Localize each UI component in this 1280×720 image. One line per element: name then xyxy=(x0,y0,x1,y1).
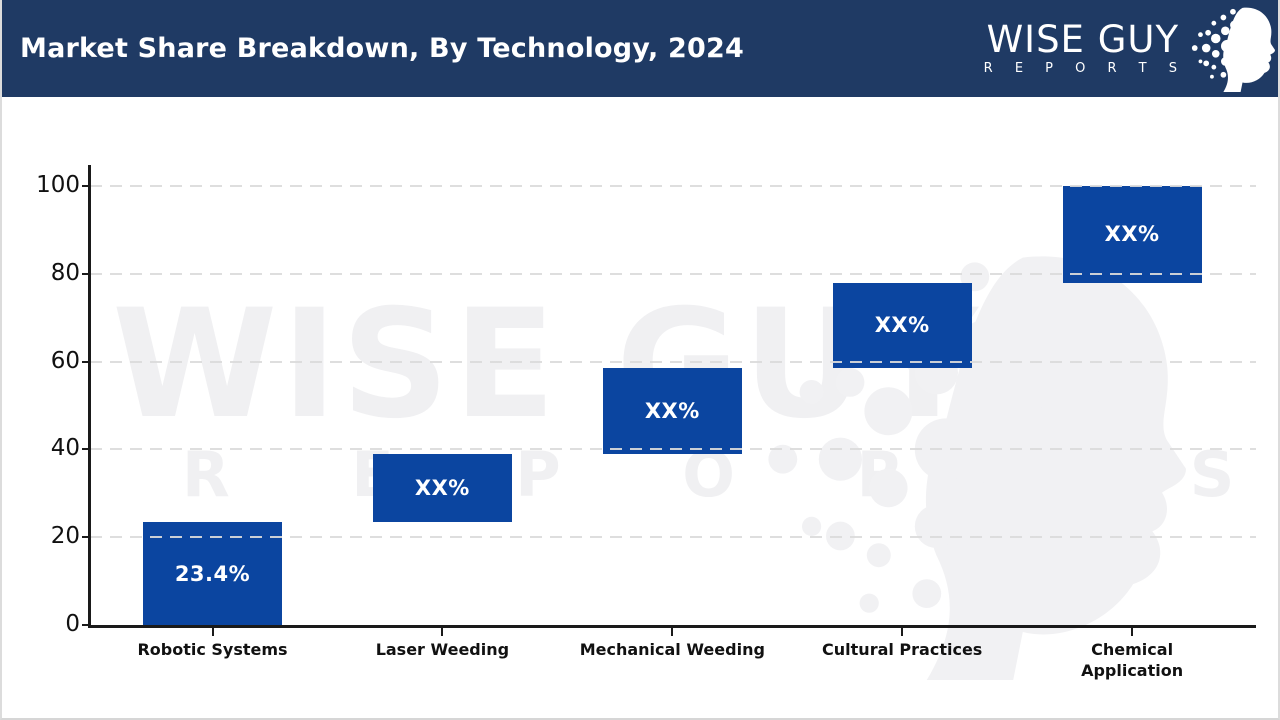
y-axis-tick-mark xyxy=(82,448,90,451)
bar-laser-weeding: XX% xyxy=(372,453,512,523)
x-axis-category-label: Robotic Systems xyxy=(137,640,288,659)
gridline-80 xyxy=(90,272,1256,275)
x-axis-tick-mark xyxy=(211,628,214,636)
header: Market Share Breakdown, By Technology, 2… xyxy=(2,0,1278,97)
wiseguy-logo-text: WISE GUY R E P O R T S xyxy=(980,18,1186,76)
bar-chemical-application: XX% xyxy=(1062,186,1202,283)
logo-subtitle: R E P O R T S xyxy=(983,60,1186,76)
y-axis-tick-label: 60 xyxy=(50,347,80,374)
y-axis-tick-label: 40 xyxy=(50,435,80,462)
y-axis-tick-mark xyxy=(82,360,90,363)
y-axis-tick-mark xyxy=(82,185,90,187)
y-axis-tick-mark xyxy=(82,536,90,539)
gridline-40 xyxy=(90,448,1256,451)
y-axis-tick-label: 80 xyxy=(50,259,80,286)
x-axis-category-label: Cultural Practices xyxy=(822,640,983,659)
bar-value-label: XX% xyxy=(414,476,470,501)
bar-mechanical-weeding: XX% xyxy=(602,368,742,454)
gridline-100 xyxy=(90,185,1256,187)
wiseguy-logo: WISE GUY R E P O R T S xyxy=(980,0,1276,97)
x-axis-line xyxy=(88,625,1256,628)
bar-robotic-systems: 23.4% xyxy=(143,522,282,625)
bar-value-label: XX% xyxy=(874,313,930,338)
gridline-20 xyxy=(90,536,1256,539)
x-axis-tick-mark xyxy=(441,628,444,636)
x-axis-tick-mark xyxy=(671,628,674,636)
y-axis-tick-mark xyxy=(82,272,90,275)
bar-cultural-practices: XX% xyxy=(832,282,972,369)
x-axis-tick-mark xyxy=(901,628,904,636)
y-axis-tick-label: 20 xyxy=(50,523,80,550)
y-axis-tick-mark xyxy=(82,624,90,626)
bar-value-label: XX% xyxy=(1104,222,1160,247)
bar-value-label: XX% xyxy=(644,398,700,423)
y-axis-line xyxy=(88,165,91,628)
x-axis-tick-mark xyxy=(1131,628,1134,636)
gridline-60 xyxy=(90,360,1256,363)
y-axis-tick-label: 0 xyxy=(65,611,80,637)
page-title: Market Share Breakdown, By Technology, 2… xyxy=(20,33,745,64)
x-axis-category-label: Chemical Application xyxy=(1081,640,1184,680)
y-axis-tick-label: 100 xyxy=(36,172,80,198)
x-axis-category-label: Mechanical Weeding xyxy=(579,640,765,659)
bar-value-label: 23.4% xyxy=(174,561,251,586)
x-axis-category-label: Laser Weeding xyxy=(375,640,510,659)
logo-wordmark: WISE GUY xyxy=(986,18,1180,62)
